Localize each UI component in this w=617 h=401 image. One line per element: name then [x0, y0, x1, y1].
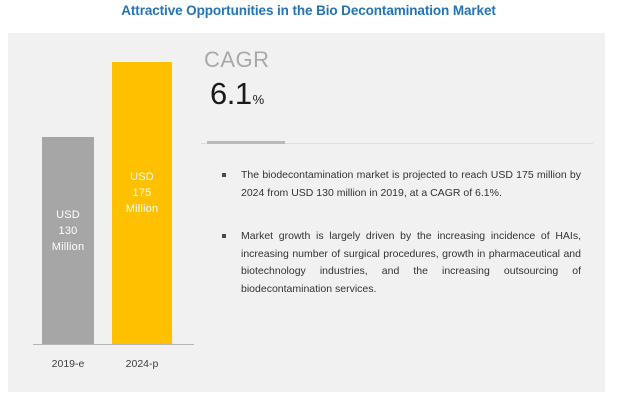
bullet-square-icon	[222, 173, 226, 177]
list-item: The biodecontamination market is project…	[219, 167, 581, 202]
cagr-number: 6.1	[210, 76, 252, 111]
bullet-text: Market growth is largely driven by the i…	[241, 230, 581, 295]
list-item: Market growth is largely driven by the i…	[219, 228, 581, 298]
x-axis-tick-2019-e: 2019-e	[51, 358, 85, 370]
x-axis-tick-2024-p: 2024-p	[125, 358, 159, 370]
divider-accent	[207, 141, 285, 144]
bar-2019-e-label-line3: Million	[51, 240, 85, 253]
bullet-square-icon	[222, 234, 226, 238]
content-panel: USD 130 Million USD 175 Million 2019-e 2…	[8, 33, 605, 392]
bar-2024-p-label-line2: 175	[132, 187, 152, 199]
cagr-value: 6.1%	[210, 77, 264, 117]
bar-2024-p: USD 175 Million	[112, 62, 172, 344]
x-axis-line	[33, 344, 194, 345]
bar-2024-p-label-line3: Million	[125, 203, 159, 215]
bar-2024-p-label: USD 175 Million	[126, 169, 159, 217]
cagr-percent-symbol: %	[252, 92, 265, 107]
bar-2019-e-label: USD 130 Million	[52, 207, 85, 255]
bar-2019-e-label-line2: 130	[58, 224, 78, 237]
bar-chart: USD 130 Million USD 175 Million 2019-e 2…	[17, 33, 202, 392]
page-title: Attractive Opportunities in the Bio Deco…	[121, 3, 496, 18]
cagr-label: CAGR	[204, 47, 270, 72]
bar-2019-e: USD 130 Million	[42, 137, 94, 344]
summary-column: CAGR 6.1% The biodecontamination market …	[201, 33, 593, 392]
bar-2024-p-label-line1: USD	[130, 171, 154, 183]
bullet-list: The biodecontamination market is project…	[219, 167, 581, 298]
bar-2019-e-label-line1: USD	[56, 208, 80, 221]
divider-line	[201, 143, 593, 144]
bullet-text: The biodecontamination market is project…	[241, 169, 581, 199]
